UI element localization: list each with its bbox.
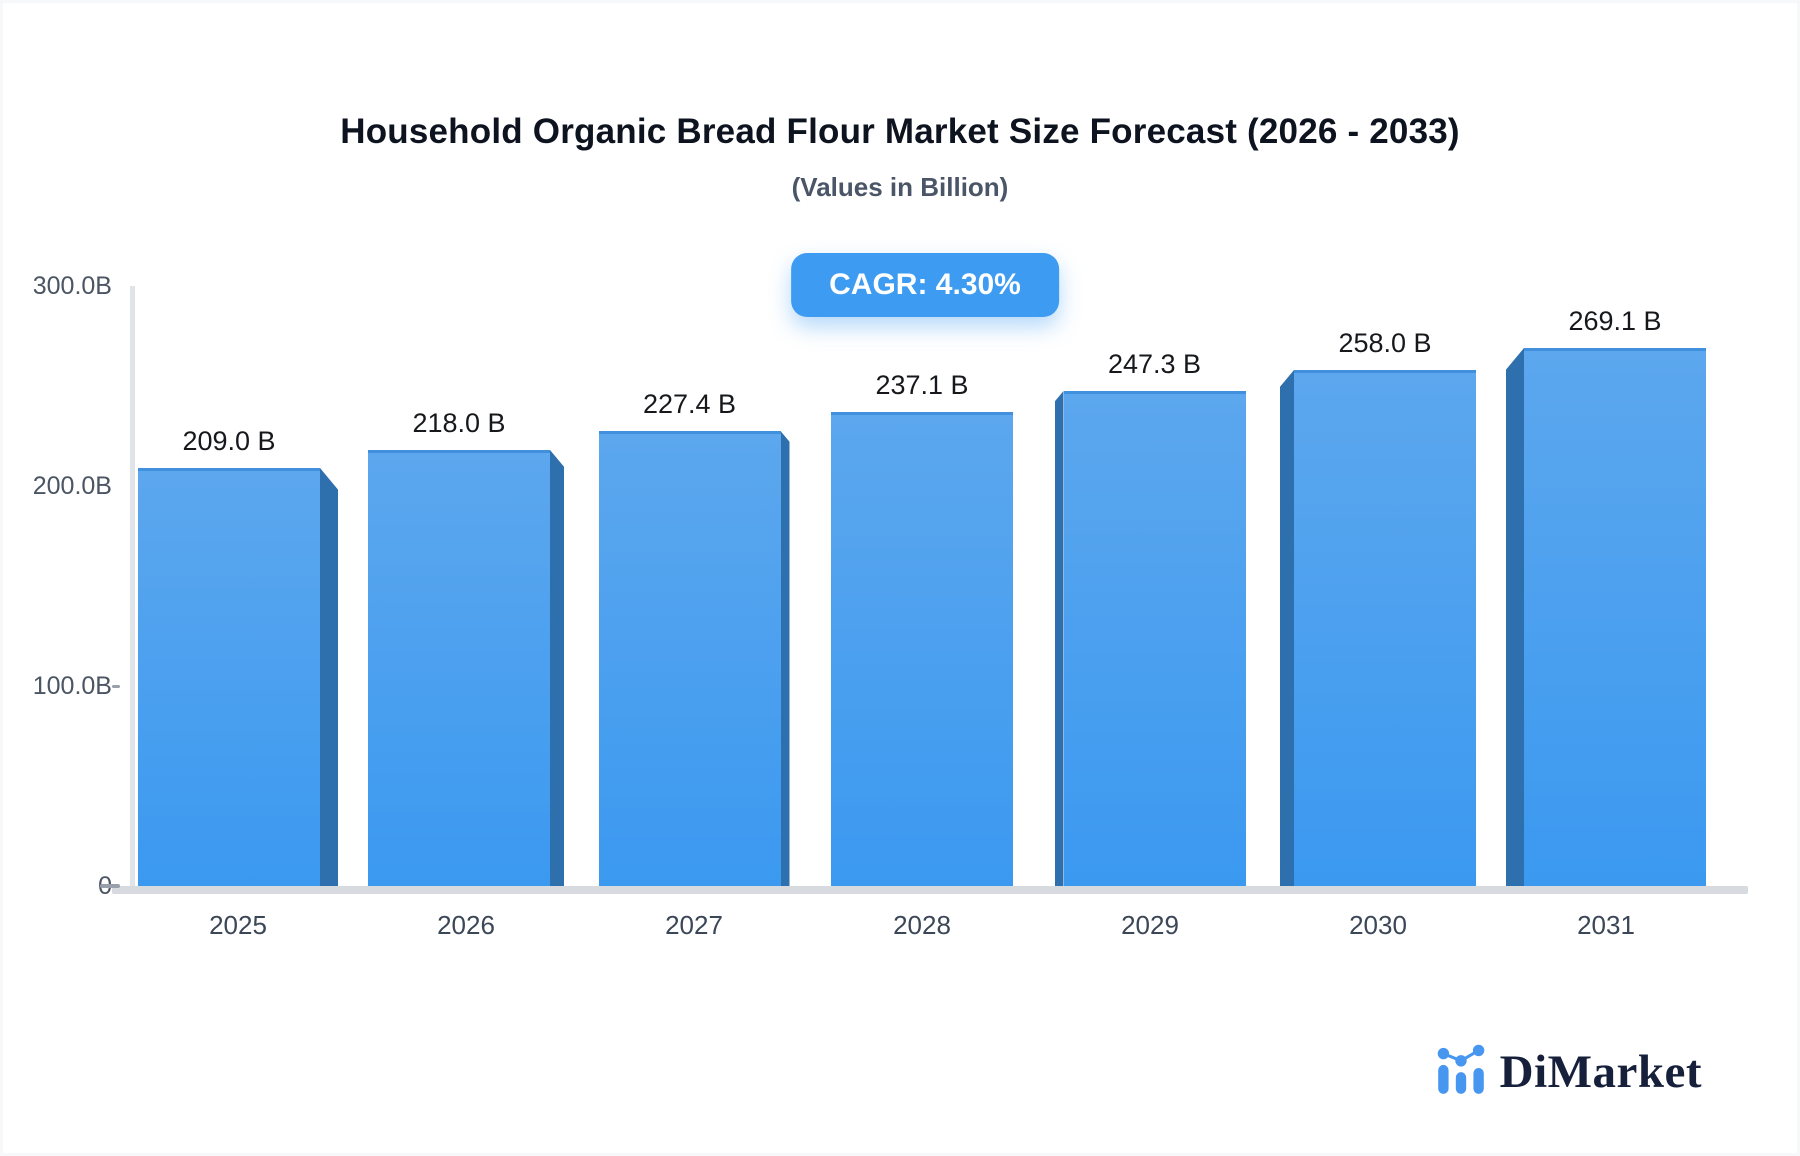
x-axis-label: 2026 <box>437 910 495 940</box>
dimarket-logo-icon <box>1437 1044 1484 1094</box>
bar-side-panel <box>780 431 790 886</box>
chart-title: Household Organic Bread Flour Market Siz… <box>340 112 1460 151</box>
x-axis-label: 2030 <box>1349 910 1407 940</box>
x-axis-label: 2025 <box>209 910 267 940</box>
chart-subtitle: (Values in Billion) <box>791 172 1009 202</box>
bar-2031 <box>1506 348 1706 886</box>
y-axis-tick-label: 300.0B <box>32 272 112 300</box>
bar-2025 <box>138 468 338 886</box>
dimarket-logo-text: DiMarket <box>1499 1046 1702 1098</box>
y-axis-tick-label: 100.0B <box>32 672 112 700</box>
y-axis-tick-label: 0 <box>0 870 112 902</box>
bar-2026 <box>368 450 564 886</box>
y-axis-tick-mark <box>100 884 120 888</box>
bar-front-face <box>368 450 550 886</box>
bar-front-face <box>1524 348 1706 886</box>
y-axis-line <box>130 286 135 886</box>
bar-2030 <box>1280 370 1476 886</box>
bar-value-label: 218.0 B <box>412 408 506 438</box>
bar-front-face <box>831 412 1013 886</box>
bar-front-face <box>598 431 781 886</box>
x-axis-label: 2027 <box>665 910 723 940</box>
x-axis-label: 2031 <box>1577 910 1635 940</box>
bar-side-panel <box>1280 370 1294 886</box>
bar-side-panel <box>320 468 338 886</box>
bar-front-face <box>1063 391 1246 886</box>
bar-side-panel <box>1506 348 1524 886</box>
bar-value-label: 227.4 B <box>642 389 737 419</box>
bar-value-label: 258.0 B <box>1338 328 1432 358</box>
cagr-badge: CAGR: 4.30% <box>791 253 1059 317</box>
bar-front-face <box>138 468 320 886</box>
y-axis-tick-label: 200.0B <box>32 472 112 500</box>
bar-side-panel <box>1054 391 1064 886</box>
bar-front-face <box>1294 370 1476 886</box>
bar-2027 <box>598 431 790 886</box>
bar-value-label: 247.3 B <box>1107 349 1202 379</box>
bar-value-label: 237.1 B <box>875 370 969 400</box>
bar-value-label: 209.0 B <box>182 426 276 456</box>
bar-side-panel <box>550 450 564 886</box>
x-axis-label: 2029 <box>1121 910 1179 940</box>
bar-2028 <box>831 412 1013 886</box>
x-axis-label: 2028 <box>893 910 951 940</box>
bar-value-label: 269.1 B <box>1568 306 1662 336</box>
bar-2029 <box>1054 391 1246 886</box>
x-axis-baseline <box>112 886 1748 894</box>
dimarket-logo: DiMarket <box>1434 1038 1702 1100</box>
y-axis-tick-mark <box>112 684 120 688</box>
